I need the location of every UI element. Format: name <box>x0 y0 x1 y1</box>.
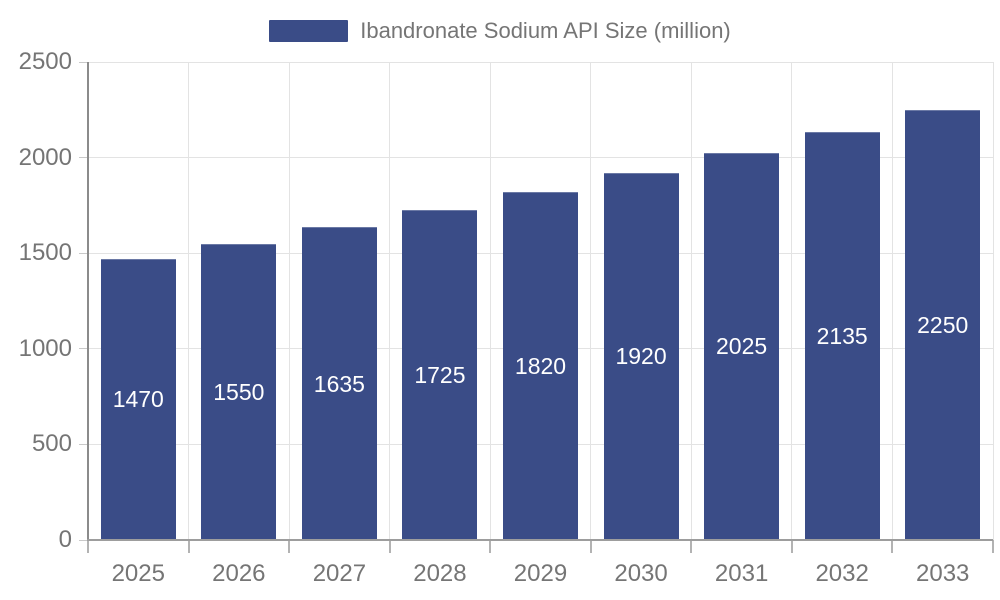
plot-area: 0 500 1000 1500 2000 2500 1470 2025 1550 2026 1635… <box>19 48 994 587</box>
bar-2031[interactable] <box>704 152 780 540</box>
gridline-horizontal <box>88 61 993 63</box>
gridline-vertical <box>389 62 391 540</box>
y-axis-tick-label: 2000 <box>18 143 72 171</box>
x-axis-tick <box>690 540 693 553</box>
gridline-vertical <box>288 62 290 540</box>
x-axis-tick <box>589 540 592 553</box>
gridline-horizontal <box>88 157 993 159</box>
gridline-vertical <box>489 62 491 540</box>
x-axis-tick <box>187 540 190 553</box>
x-axis-tick <box>489 540 492 553</box>
x-axis-tick <box>891 540 894 553</box>
gridline-vertical <box>791 62 793 540</box>
x-axis-category-label: 2030 <box>614 560 668 587</box>
x-axis-tick <box>288 540 291 553</box>
gridline-vertical <box>188 62 190 540</box>
y-axis-tick <box>79 61 88 63</box>
legend-label: Ibandronate Sodium API Size (million) <box>360 18 731 43</box>
gridline-vertical <box>590 62 592 540</box>
y-axis-tick-label: 1500 <box>18 239 72 267</box>
x-axis-tick <box>388 540 391 553</box>
y-axis-tick <box>79 348 88 350</box>
gridline-vertical <box>891 62 893 540</box>
bar-2029[interactable] <box>503 192 578 540</box>
y-axis-tick-label: 2500 <box>18 48 72 75</box>
x-axis-category-label: 2031 <box>714 560 769 587</box>
x-axis-category-label: 2029 <box>513 560 568 587</box>
y-axis-tick-label: 0 <box>58 526 72 553</box>
y-axis-tick <box>79 443 88 445</box>
y-axis-tick <box>79 157 88 159</box>
bar-2032[interactable] <box>804 131 880 540</box>
legend[interactable]: Ibandronate Sodium API Size (million) <box>0 18 1000 44</box>
bar-2025[interactable] <box>100 258 176 540</box>
bar-2028[interactable] <box>402 210 478 540</box>
x-axis-tick <box>87 540 89 553</box>
bar-2033[interactable] <box>905 109 981 540</box>
x-axis-line <box>87 539 993 541</box>
bar-2027[interactable] <box>301 227 377 540</box>
x-axis-category-label: 2033 <box>916 560 970 587</box>
y-axis-tick-label: 500 <box>31 430 72 458</box>
bar-2026[interactable] <box>201 243 277 540</box>
x-axis-category-label: 2027 <box>312 560 367 587</box>
x-axis-category-label: 2028 <box>413 560 467 587</box>
y-axis-tick <box>79 539 88 541</box>
y-axis-line <box>87 62 89 540</box>
x-axis-category-label: 2025 <box>111 560 165 587</box>
y-axis-tick-label: 1000 <box>18 334 72 362</box>
y-axis-tick <box>79 252 88 254</box>
x-axis-tick <box>992 540 994 553</box>
bar-2030[interactable] <box>603 172 679 540</box>
x-axis-tick <box>790 540 793 553</box>
gridline-vertical <box>992 62 994 540</box>
gridline-vertical <box>690 62 692 540</box>
x-axis-category-label: 2026 <box>212 560 266 587</box>
legend-swatch <box>269 20 349 42</box>
x-axis-category-label: 2032 <box>815 560 869 587</box>
